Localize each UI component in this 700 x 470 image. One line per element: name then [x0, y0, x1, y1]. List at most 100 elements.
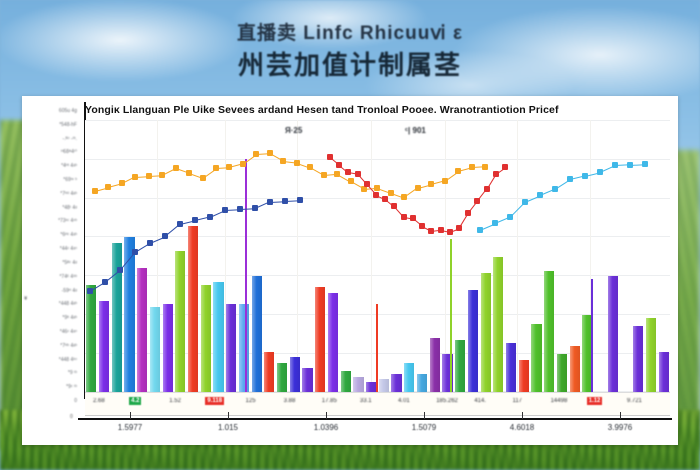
strip-cell[interactable]: 125 [245, 398, 256, 404]
line-marker[interactable] [428, 227, 435, 234]
line-marker[interactable] [502, 164, 508, 171]
line-marker[interactable] [252, 205, 258, 212]
line-marker[interactable] [297, 197, 303, 204]
line-marker[interactable] [360, 185, 367, 192]
bar[interactable] [429, 337, 440, 399]
line-marker[interactable] [92, 187, 98, 194]
strip-cell[interactable]: 17.85 [321, 398, 337, 404]
line-marker[interactable] [597, 169, 603, 176]
bar[interactable] [416, 373, 428, 399]
strip-cell[interactable]: 9.721 [626, 398, 642, 404]
bar[interactable] [391, 373, 402, 399]
bar[interactable] [98, 301, 110, 399]
line-marker[interactable] [482, 163, 488, 170]
bar[interactable] [264, 351, 275, 399]
bar[interactable] [277, 362, 288, 399]
line-marker[interactable] [327, 154, 333, 161]
bar[interactable] [531, 323, 542, 399]
line-marker[interactable] [177, 221, 183, 228]
bar[interactable] [493, 256, 504, 399]
line-marker[interactable] [437, 226, 444, 233]
bar[interactable] [213, 281, 224, 399]
bar[interactable] [645, 318, 657, 399]
line-marker[interactable] [213, 165, 220, 172]
line-marker[interactable] [373, 191, 380, 198]
line-marker[interactable] [147, 239, 153, 246]
bar[interactable] [505, 343, 517, 399]
bar[interactable] [289, 357, 301, 399]
line-marker[interactable] [642, 160, 648, 167]
bar[interactable] [226, 304, 237, 399]
line-marker[interactable] [237, 206, 243, 213]
line-marker[interactable] [347, 178, 354, 185]
bar[interactable] [111, 242, 123, 399]
line-marker[interactable] [455, 168, 462, 174]
line-marker[interactable] [441, 177, 448, 184]
line-marker[interactable] [207, 213, 213, 220]
bar[interactable] [238, 304, 250, 399]
line-marker[interactable] [483, 185, 490, 192]
line-marker[interactable] [336, 161, 343, 168]
bar[interactable] [200, 284, 212, 399]
strip-cell[interactable]: 4.2 [129, 397, 142, 405]
bar[interactable] [86, 284, 97, 399]
line-marker[interactable] [387, 189, 394, 196]
line-marker[interactable] [465, 209, 472, 216]
line-marker[interactable] [132, 173, 139, 180]
bar[interactable] [327, 292, 339, 399]
line-marker[interactable] [612, 162, 618, 169]
line-marker[interactable] [267, 198, 273, 205]
line-marker[interactable] [363, 181, 370, 188]
line-marker[interactable] [409, 215, 416, 222]
strip-cell[interactable]: 117 [512, 398, 523, 404]
bar[interactable] [518, 359, 530, 399]
bar[interactable] [366, 382, 377, 399]
line-marker[interactable] [117, 266, 123, 273]
line-marker[interactable] [354, 170, 361, 177]
bar[interactable] [404, 362, 415, 399]
line-marker[interactable] [293, 159, 300, 166]
line-marker[interactable] [492, 220, 498, 227]
strip-cell[interactable]: 4.01 [398, 398, 410, 404]
line-marker[interactable] [87, 287, 93, 294]
line-marker[interactable] [226, 164, 233, 171]
line-marker[interactable] [567, 176, 573, 183]
bar[interactable] [162, 304, 173, 399]
line-marker[interactable] [172, 165, 179, 172]
line-marker[interactable] [374, 184, 381, 191]
strip-cell[interactable]: 2.68 [93, 398, 105, 404]
line-marker[interactable] [446, 228, 453, 235]
line-marker[interactable] [253, 151, 260, 158]
line-marker[interactable] [492, 170, 499, 177]
line-marker[interactable] [477, 226, 483, 233]
bar[interactable] [175, 251, 186, 399]
line-marker[interactable] [414, 184, 421, 191]
line-marker[interactable] [118, 180, 125, 187]
strip-cell[interactable]: 185.262 [436, 398, 458, 404]
line-marker[interactable] [334, 170, 341, 177]
line-marker[interactable] [192, 217, 198, 224]
bar[interactable] [188, 226, 199, 399]
strip-cell[interactable]: 1.52 [169, 398, 181, 404]
bar[interactable] [480, 273, 491, 399]
line-marker[interactable] [468, 164, 475, 171]
line-marker[interactable] [401, 194, 408, 201]
line-marker[interactable] [627, 161, 633, 168]
line-marker[interactable] [537, 192, 543, 199]
line-marker[interactable] [222, 207, 228, 214]
bar[interactable] [353, 376, 364, 399]
line-marker[interactable] [474, 197, 481, 204]
line-marker[interactable] [419, 223, 426, 230]
bar[interactable] [137, 267, 148, 399]
line-marker[interactable] [159, 172, 166, 178]
strip-cell[interactable]: 14498 [550, 398, 568, 404]
bar[interactable] [378, 379, 390, 399]
strip-cell[interactable]: 414. [474, 398, 487, 404]
bar[interactable] [442, 354, 453, 399]
bar[interactable] [582, 315, 593, 399]
line-marker[interactable] [132, 248, 138, 255]
bar[interactable] [633, 326, 644, 399]
line-marker[interactable] [582, 172, 588, 179]
line-marker[interactable] [455, 225, 462, 232]
bar[interactable] [455, 340, 466, 399]
